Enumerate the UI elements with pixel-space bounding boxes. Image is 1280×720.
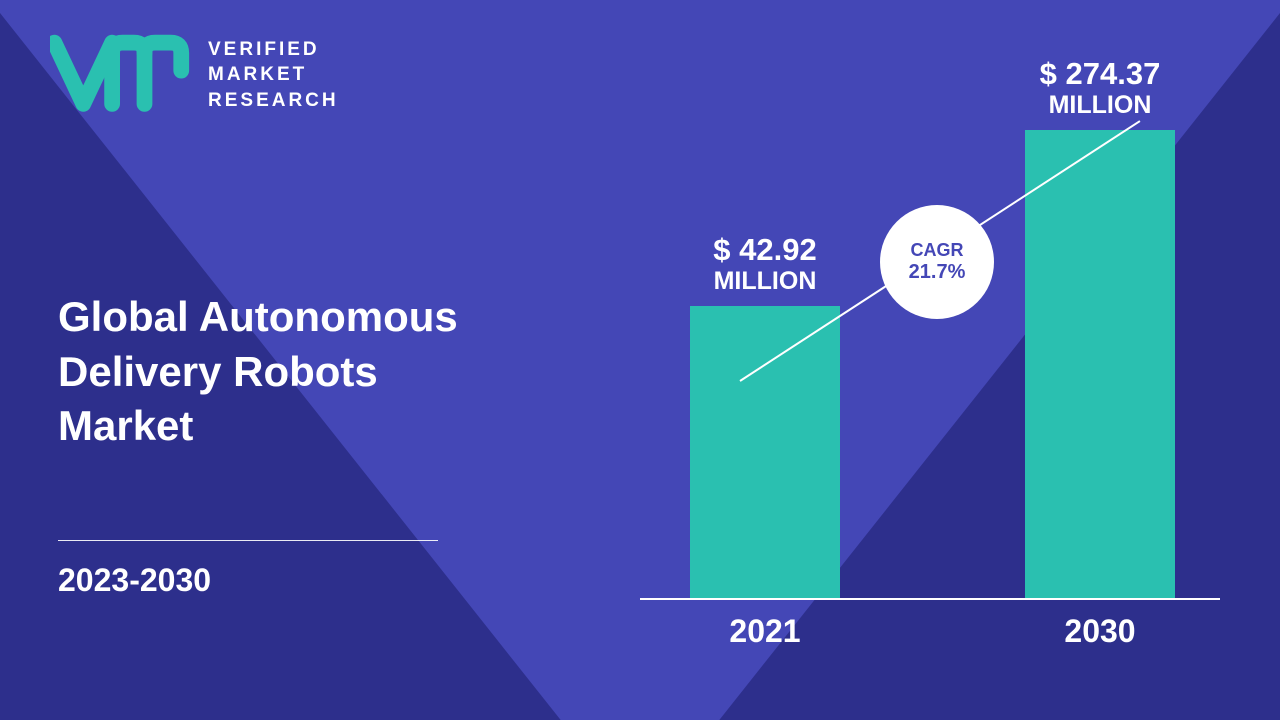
bar-2030-value-label: $ 274.37 MILLION: [990, 56, 1210, 120]
brand-line-2: MARKET: [208, 62, 339, 88]
brand-logo: VERIFIED MARKET RESEARCH: [50, 34, 339, 116]
bar-2021-value: $ 42.92: [655, 232, 875, 268]
bar-2021-year: 2021: [690, 613, 840, 650]
bar-2021: [690, 306, 840, 598]
bar-2021-unit: MILLION: [655, 267, 875, 296]
brand-line-3: RESEARCH: [208, 88, 339, 114]
chart-x-axis: [640, 598, 1220, 600]
cagr-badge: CAGR 21.7%: [880, 205, 994, 319]
cagr-value: 21.7%: [909, 261, 966, 284]
brand-line-1: VERIFIED: [208, 37, 339, 63]
bar-2030-unit: MILLION: [990, 91, 1210, 120]
report-title: Global Autonomous Delivery Robots Market: [58, 290, 518, 454]
cagr-label: CAGR: [911, 240, 964, 261]
title-divider: [58, 540, 438, 541]
bar-2030-value: $ 274.37: [990, 56, 1210, 92]
brand-logo-text: VERIFIED MARKET RESEARCH: [208, 37, 339, 114]
bar-2021-value-label: $ 42.92 MILLION: [655, 232, 875, 296]
forecast-period: 2023-2030: [58, 562, 211, 599]
bar-2030: [1025, 130, 1175, 598]
bar-2030-year: 2030: [1025, 613, 1175, 650]
market-bar-chart: $ 42.92 MILLION 2021 $ 274.37 MILLION 20…: [640, 40, 1240, 660]
vmr-logo-icon: [50, 34, 190, 116]
